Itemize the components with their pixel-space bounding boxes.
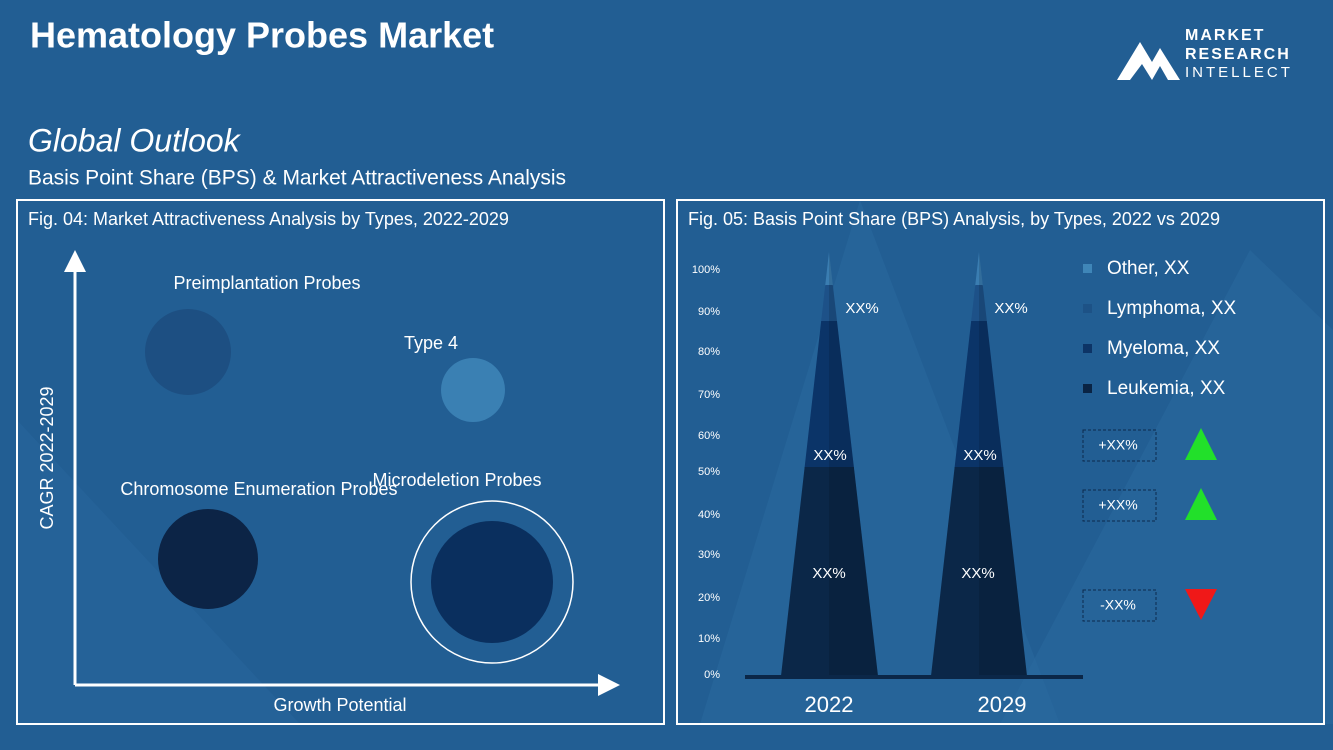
bubble-label: Preimplantation Probes (173, 273, 360, 293)
bubble (158, 509, 258, 609)
bubble (441, 358, 505, 422)
up-arrow (1185, 488, 1217, 520)
change-label: +XX% (1098, 497, 1137, 513)
title: Hematology Probes Market (30, 15, 494, 56)
axis-label: 20% (698, 592, 720, 604)
section-title: Global Outlook (28, 122, 242, 158)
axis-label: 60% (698, 430, 720, 442)
bubble-ring (410, 500, 574, 664)
baseline (745, 675, 1083, 679)
segment-label: XX% (813, 447, 846, 464)
change-box (1082, 489, 1157, 522)
axis-label: 80% (698, 346, 720, 358)
arrow (598, 674, 620, 696)
change-box (1082, 589, 1157, 622)
panel-title: Fig. 05: Basis Point Share (BPS) Analysi… (688, 209, 1220, 229)
segment-label: XX% (845, 300, 878, 317)
legend-swatch (1083, 384, 1092, 393)
logo-mark (1117, 42, 1180, 80)
bubble-label: Chromosome Enumeration Probes (120, 479, 397, 499)
column-label: 2022 (805, 692, 854, 717)
bubble (145, 309, 231, 395)
legend-swatch (1083, 264, 1092, 273)
section-subtitle: Basis Point Share (BPS) & Market Attract… (28, 167, 566, 190)
legend-label: Leukemia, XX (1107, 378, 1226, 399)
segment-label: XX% (994, 300, 1027, 317)
legend-swatch (1083, 344, 1092, 353)
segment-label: XX% (812, 565, 845, 582)
down-arrow (1185, 589, 1217, 620)
x-axis-label: Growth Potential (273, 695, 406, 715)
axis-label: 10% (698, 633, 720, 645)
axis-label: 0% (704, 669, 720, 681)
bubble-label: Type 4 (404, 333, 458, 353)
bubble (431, 521, 553, 643)
segment-label: XX% (963, 447, 996, 464)
change-label: -XX% (1100, 597, 1136, 613)
change-box (1082, 429, 1157, 462)
legend-swatch (1083, 304, 1092, 313)
column-label: 2029 (978, 692, 1027, 717)
axis-label: 90% (698, 306, 720, 318)
arrow (64, 250, 86, 272)
axis-labels: 100% 90% 80% 70% 60% 50% 40% 30% 20% 10%… (692, 264, 720, 681)
axis-label: 70% (698, 389, 720, 401)
panel-title: Fig. 04: Market Attractiveness Analysis … (28, 209, 509, 229)
axis-label: 100% (692, 264, 720, 276)
axis-label: 30% (698, 549, 720, 561)
axis-label: 40% (698, 509, 720, 521)
logo-text: INTELLECT (1185, 64, 1293, 81)
panel (16, 199, 665, 725)
axis-label: 50% (698, 466, 720, 478)
legend-label: Lymphoma, XX (1107, 298, 1237, 319)
segment-label: XX% (961, 565, 994, 582)
logo-text: RESEARCH (1185, 46, 1291, 63)
bubble-label: Microdeletion Probes (372, 470, 541, 490)
legend-label: Myeloma, XX (1107, 338, 1220, 359)
up-arrow (1185, 428, 1217, 460)
logo-text: MARKET (1185, 27, 1265, 44)
y-axis-label: CAGR 2022-2029 (37, 386, 57, 529)
legend-label: Other, XX (1107, 258, 1190, 279)
change-label: +XX% (1098, 437, 1137, 453)
panel (676, 199, 1325, 725)
decor (17, 420, 300, 724)
